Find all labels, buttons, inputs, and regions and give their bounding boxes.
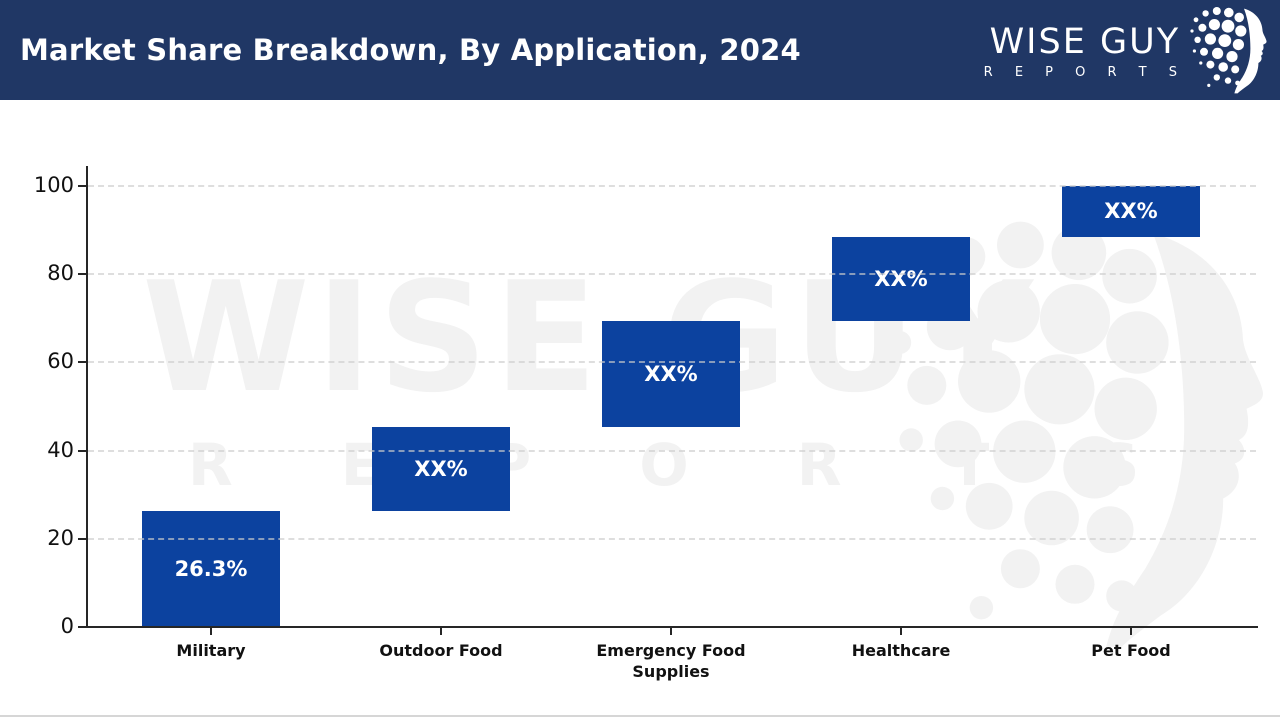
y-tick-mark: [78, 361, 86, 364]
y-tick-mark: [78, 449, 86, 452]
y-tick-mark: [78, 273, 86, 276]
x-tick-mark: [440, 628, 442, 635]
brand-head-icon: [1190, 7, 1267, 94]
y-tick-mark: [78, 537, 86, 540]
y-tick-label: 0: [60, 614, 74, 638]
header-bar: Market Share Breakdown, By Application, …: [0, 0, 1280, 100]
bar-value-label: 26.3%: [174, 557, 248, 581]
gridline-y40: [88, 449, 1256, 452]
x-category-label: Military: [176, 641, 246, 660]
bar-value-label: XX%: [874, 266, 928, 291]
x-axis-spine: [86, 626, 1258, 628]
x-category-label: Outdoor Food: [379, 641, 503, 660]
y-tick-mark: [78, 185, 86, 187]
x-category-label: Healthcare: [851, 641, 951, 660]
y-tick-label: 60: [47, 349, 74, 374]
bar-military: 26.3%: [142, 511, 280, 627]
watermark-head-icon: [887, 221, 1263, 647]
brand-name: WISE GUY: [989, 22, 1181, 62]
x-category-label: Emergency Food Supplies: [596, 641, 746, 681]
y-tick-label: 20: [47, 525, 74, 550]
y-tick-label: 80: [47, 261, 74, 286]
bar-outdoor-food: XX%: [372, 426, 510, 511]
y-tick-mark: [78, 626, 86, 628]
gridline-y100: [88, 185, 1256, 187]
chart-title: Market Share Breakdown, By Application, …: [20, 33, 801, 67]
bar-emergency-food-supplies: XX%: [602, 320, 740, 427]
brand-logo-text: WISE GUY R E P O R T S: [984, 22, 1186, 80]
bottom-divider: [0, 715, 1280, 717]
bar-value-label: XX%: [644, 361, 698, 386]
x-category-label: Pet Food: [1091, 641, 1171, 660]
gridline-y80: [88, 273, 1256, 276]
brand-subtitle: R E P O R T S: [983, 65, 1186, 80]
bar-value-label: XX%: [1104, 199, 1158, 224]
brand-logo: WISE GUY R E P O R T S: [984, 4, 1268, 98]
x-tick-mark: [670, 628, 672, 635]
bar-value-label: XX%: [414, 456, 468, 481]
gridline-y20: [88, 537, 1256, 540]
bar-pet-food: XX%: [1062, 186, 1200, 237]
y-axis-spine: [86, 166, 88, 628]
x-tick-mark: [900, 628, 902, 635]
x-tick-mark: [210, 628, 212, 635]
bar-healthcare: XX%: [832, 236, 970, 321]
x-tick-mark: [1130, 628, 1132, 635]
gridline-y60: [88, 361, 1256, 364]
y-tick-label: 40: [47, 437, 74, 462]
y-tick-label: 100: [33, 173, 74, 197]
